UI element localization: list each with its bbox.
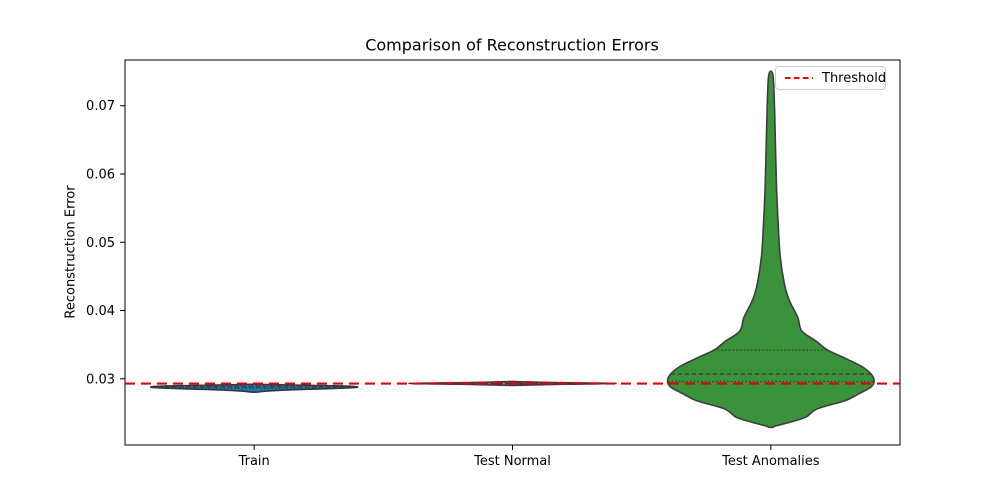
x-tick-label: Test Anomalies <box>721 454 820 469</box>
y-tick-label: 0.05 <box>86 236 115 251</box>
violin-test-anomalies <box>666 70 875 429</box>
chart-title: Comparison of Reconstruction Errors <box>365 35 659 55</box>
y-tick-label: 0.06 <box>86 167 115 182</box>
legend-item-threshold-label: Threshold <box>822 70 887 86</box>
x-tick-label: Test Normal <box>473 454 551 469</box>
x-tick-label: Train <box>238 454 270 469</box>
y-axis-label: Reconstruction Error <box>63 185 79 319</box>
y-tick-label: 0.04 <box>86 304 115 319</box>
y-tick-label: 0.03 <box>86 372 115 387</box>
y-tick-label: 0.07 <box>86 99 115 114</box>
threshold-line-sample-icon <box>785 77 813 79</box>
legend: Threshold <box>775 66 886 90</box>
